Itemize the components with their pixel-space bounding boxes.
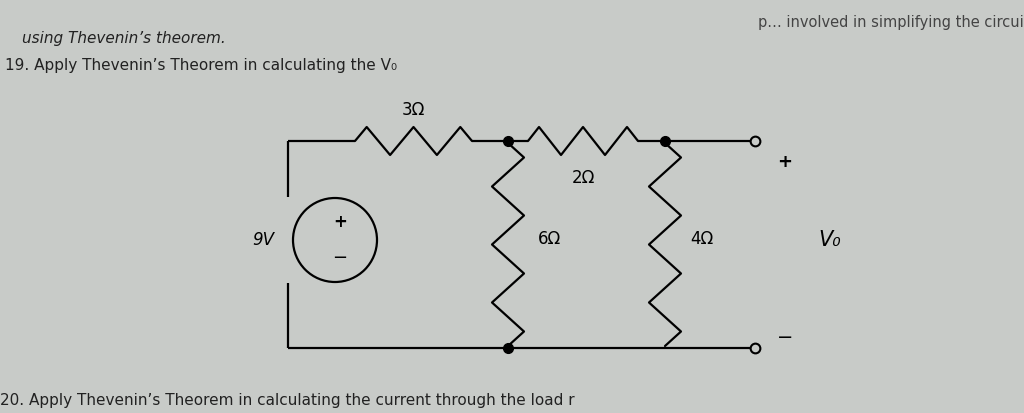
Text: 9V: 9V [252,231,274,249]
Text: +: + [333,213,347,231]
Text: using Thevenin’s theorem.: using Thevenin’s theorem. [22,31,225,46]
Text: 20. Apply Thevenin’s Theorem in calculating the current through the load r: 20. Apply Thevenin’s Theorem in calculat… [0,393,574,408]
Text: V₀: V₀ [818,230,842,249]
Text: +: + [777,153,792,171]
Text: 4Ω: 4Ω [690,230,714,249]
Text: 3Ω: 3Ω [401,101,425,119]
Text: 19. Apply Thevenin’s Theorem in calculating the V₀: 19. Apply Thevenin’s Theorem in calculat… [5,58,397,73]
Text: 6Ω: 6Ω [538,230,561,249]
Text: 2Ω: 2Ω [571,169,595,187]
Text: p… involved in simplifying the circui: p… involved in simplifying the circui [758,15,1024,30]
Text: −: − [333,249,347,267]
Text: −: − [777,328,794,347]
